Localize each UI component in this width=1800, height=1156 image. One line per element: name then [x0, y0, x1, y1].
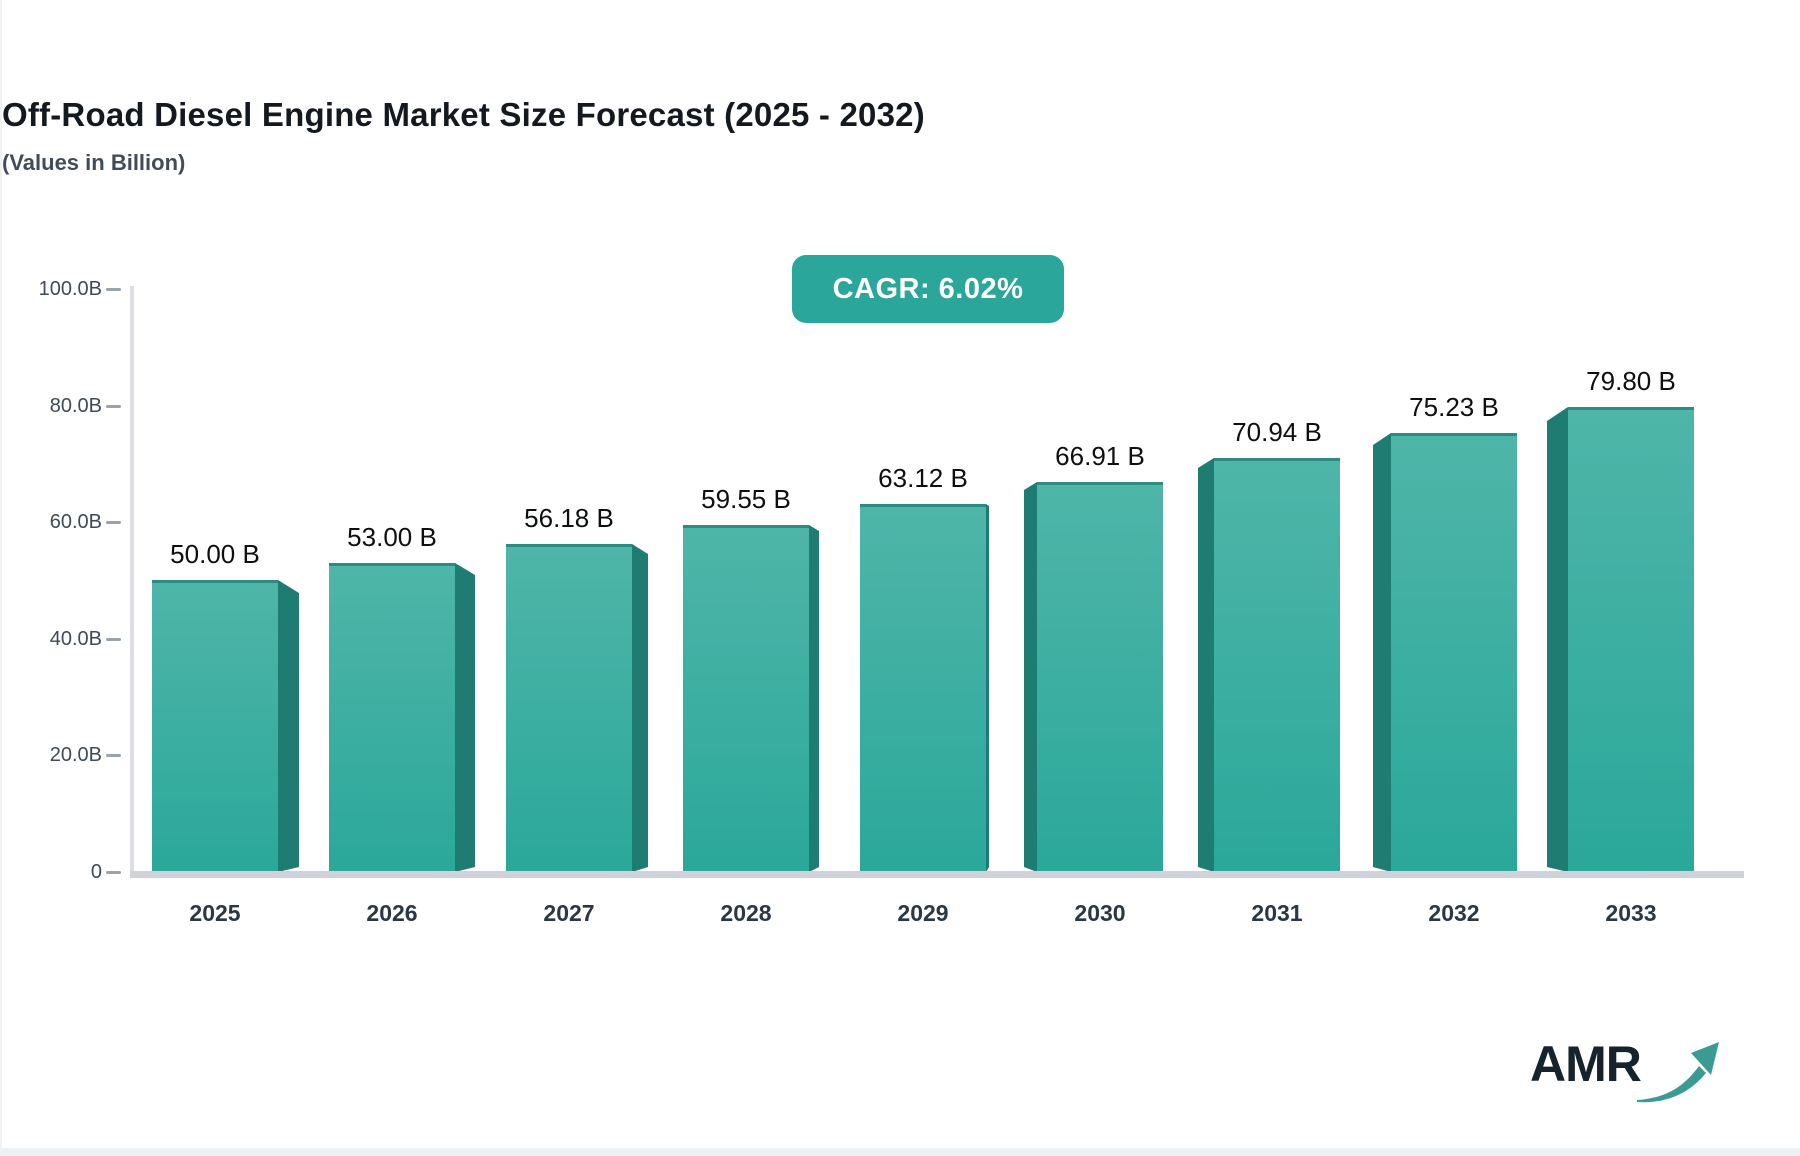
y-axis-tick-mark — [106, 871, 121, 874]
y-axis-line — [130, 286, 134, 878]
growth-arrow-icon — [1635, 1040, 1721, 1111]
bar-value-label-2033: 79.80 B — [1586, 366, 1676, 396]
chart-subtitle: (Values in Billion) — [2, 150, 186, 175]
bar-side-facet-2033 — [1547, 407, 1568, 872]
y-axis-tick-label: 40.0B — [49, 628, 102, 650]
bar-side-facet-2028 — [809, 525, 819, 872]
bar-2028[interactable] — [683, 525, 809, 872]
x-axis-label-2032: 2032 — [1428, 900, 1480, 926]
x-axis-label-2033: 2033 — [1605, 900, 1657, 926]
bar-2032[interactable] — [1391, 433, 1517, 872]
chart-title: Off-Road Diesel Engine Market Size Forec… — [2, 96, 925, 133]
y-axis-tick-mark — [106, 638, 121, 641]
x-axis-label-2029: 2029 — [897, 900, 949, 926]
y-axis-tick-mark — [106, 288, 121, 291]
bar-2026[interactable] — [329, 563, 455, 872]
bar-value-label-2027: 56.18 B — [524, 503, 614, 533]
bar-value-label-2030: 66.91 B — [1055, 441, 1145, 471]
y-axis-tick-label: 0 — [90, 861, 102, 883]
amr-logo-text: AMR — [1530, 1036, 1642, 1092]
page-bottom-border — [2, 1148, 1800, 1156]
y-axis-tick-mark — [106, 405, 121, 408]
y-axis-tick-label: 60.0B — [49, 511, 102, 533]
bar-value-label-2028: 59.55 B — [701, 484, 791, 514]
bar-side-facet-2025 — [278, 580, 299, 872]
cagr-badge: CAGR: 6.02% — [792, 255, 1064, 323]
bar-value-label-2029: 63.12 B — [878, 463, 968, 493]
bar-value-label-2025: 50.00 B — [170, 539, 260, 569]
bar-value-label-2031: 70.94 B — [1232, 417, 1322, 447]
y-axis-tick-mark — [106, 521, 121, 524]
bar-side-facet-2029 — [986, 504, 989, 872]
bar-side-facet-2026 — [455, 563, 475, 872]
bar-side-facet-2027 — [632, 544, 648, 872]
bar-2030[interactable] — [1037, 482, 1163, 872]
x-axis-label-2031: 2031 — [1251, 900, 1303, 926]
y-axis-tick-mark — [106, 754, 121, 757]
bar-2025[interactable] — [152, 580, 278, 872]
x-axis-label-2025: 2025 — [189, 900, 241, 926]
y-axis-tick-label: 100.0B — [38, 278, 102, 300]
y-axis-tick-label: 80.0B — [49, 395, 102, 417]
bar-2031[interactable] — [1214, 458, 1340, 872]
bar-value-label-2026: 53.00 B — [347, 522, 437, 552]
x-axis-label-2030: 2030 — [1074, 900, 1126, 926]
cagr-badge-label: CAGR: 6.02% — [832, 272, 1024, 305]
x-axis-label-2026: 2026 — [366, 900, 418, 926]
bar-side-facet-2031 — [1198, 458, 1214, 872]
y-axis-tick-label: 20.0B — [49, 744, 102, 766]
x-axis-label-2027: 2027 — [543, 900, 595, 926]
bar-2027[interactable] — [506, 544, 632, 872]
bar-2033[interactable] — [1568, 407, 1694, 872]
bar-side-facet-2030 — [1024, 482, 1037, 872]
x-axis-baseline — [130, 871, 1744, 878]
bar-2029[interactable] — [860, 504, 986, 872]
amr-logo: AMR — [1530, 1032, 1721, 1111]
bar-value-label-2032: 75.23 B — [1409, 392, 1499, 422]
bar-side-facet-2032 — [1373, 433, 1391, 872]
x-axis-label-2028: 2028 — [720, 900, 772, 926]
